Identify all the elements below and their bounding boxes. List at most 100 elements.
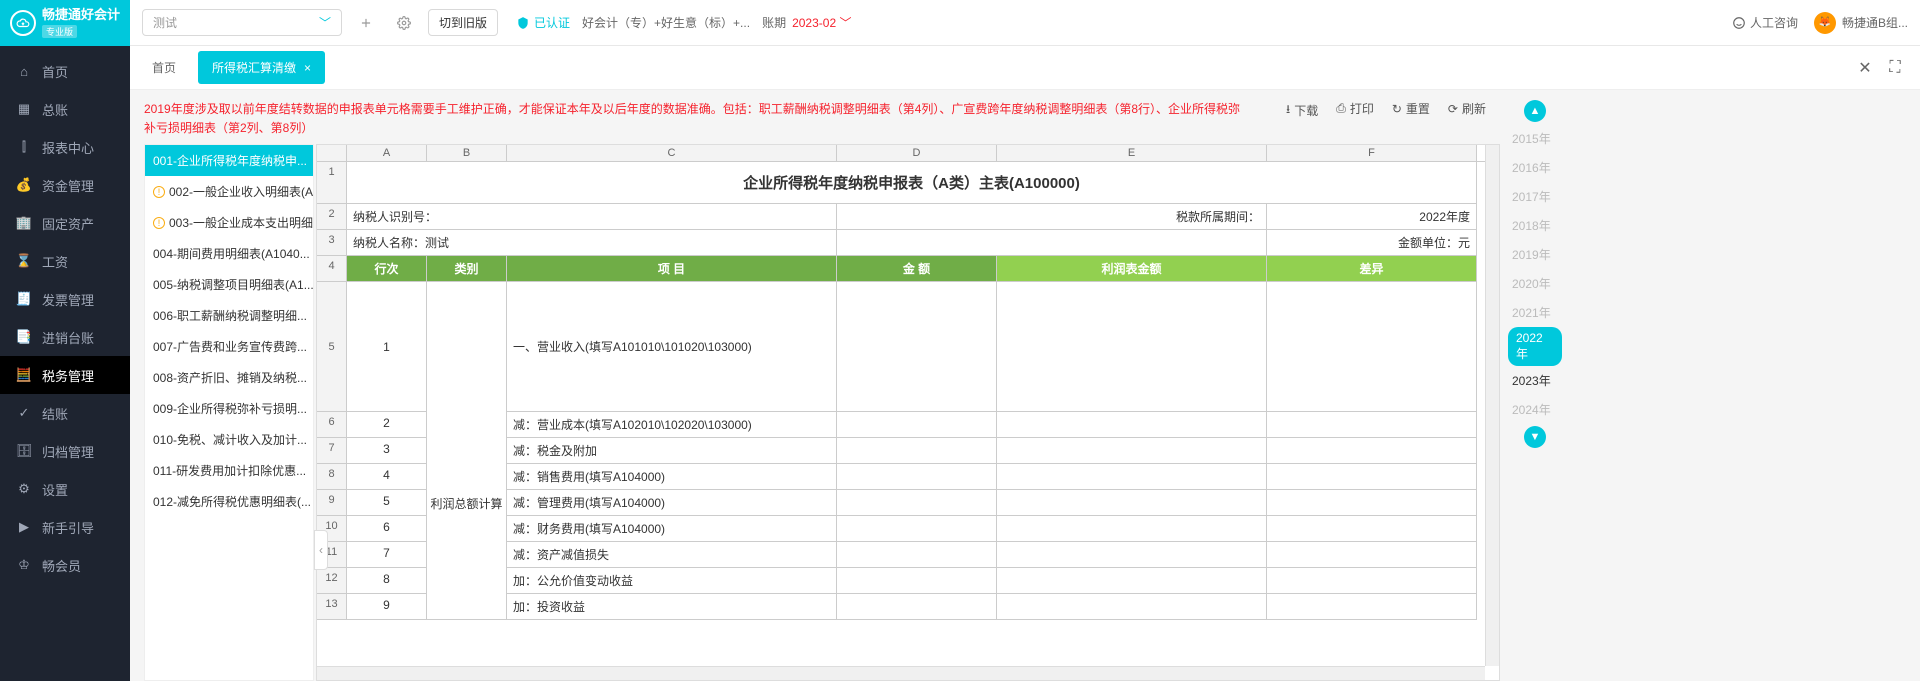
row-number: 5 — [347, 490, 427, 516]
old-version-button[interactable]: 切到旧版 — [428, 9, 498, 36]
year-down-icon[interactable]: ▼ — [1524, 426, 1546, 448]
close-all-icon[interactable]: ✕ — [1850, 53, 1880, 83]
add-button[interactable] — [352, 9, 380, 37]
scrollbar-horizontal[interactable] — [317, 666, 1485, 680]
company-dropdown[interactable]: 测试 ﹀ — [142, 9, 342, 36]
year-item[interactable]: 2019年 — [1508, 240, 1562, 269]
form-list-item[interactable]: 010-免税、减计收入及加计... — [145, 424, 313, 455]
nav-icon: 🏢 — [16, 215, 32, 231]
close-icon[interactable]: × — [304, 61, 311, 75]
category-cell: 利润总额计算 — [427, 490, 507, 516]
col-header[interactable]: C — [507, 145, 837, 161]
chevron-down-icon: ﹀ — [319, 14, 331, 31]
form-list-item[interactable]: 011-研发费用加计扣除优惠... — [145, 455, 313, 486]
reset-button[interactable]: ↻重置 — [1392, 100, 1430, 117]
topbar: 测试 ﹀ 切到旧版 已认证 好会计（专）+好生意（标）+... 账期 2023-… — [130, 0, 1920, 46]
sidebar-item[interactable]: 🧮税务管理 — [0, 356, 130, 394]
sidebar-item[interactable]: ♔畅会员 — [0, 546, 130, 584]
sidebar-item[interactable]: 💰资金管理 — [0, 166, 130, 204]
form-list-item[interactable]: 005-纳税调整项目明细表(A1... — [145, 269, 313, 300]
item-cell[interactable]: 减：营业成本(填写A102010\102020\103000) — [507, 412, 837, 438]
header-amount: 金 额 — [837, 256, 997, 282]
tab-active[interactable]: 所得税汇算清缴 × — [198, 51, 325, 84]
scrollbar-vertical[interactable] — [1485, 145, 1499, 666]
nav: ⌂首页▦总账⫿报表中心💰资金管理🏢固定资产⌛工资🧾发票管理📑进销台账🧮税务管理✓… — [0, 46, 130, 681]
year-item[interactable]: 2015年 — [1508, 124, 1562, 153]
item-cell[interactable]: 减：管理费用(填写A104000) — [507, 490, 837, 516]
user-menu[interactable]: 🦊 畅捷通B组... — [1814, 12, 1908, 34]
header-profit: 利润表金额 — [997, 256, 1267, 282]
form-list-item[interactable]: 004-期间费用明细表(A1040... — [145, 238, 313, 269]
category-cell — [427, 438, 507, 464]
year-item[interactable]: 2020年 — [1508, 269, 1562, 298]
plan-text: 好会计（专）+好生意（标）+... — [582, 14, 750, 31]
gear-icon[interactable] — [390, 9, 418, 37]
support-link[interactable]: 人工咨询 — [1732, 14, 1798, 31]
warning-icon: ! — [153, 186, 165, 198]
sidebar-item[interactable]: ⫿报表中心 — [0, 128, 130, 166]
year-item[interactable]: 2016年 — [1508, 153, 1562, 182]
tab-home[interactable]: 首页 — [144, 59, 184, 76]
logo[interactable]: 畅捷通好会计 专业版 — [0, 0, 130, 46]
period-value: 2022年度 — [1267, 204, 1477, 230]
col-header[interactable]: F — [1267, 145, 1477, 161]
item-cell[interactable]: 加：公允价值变动收益 — [507, 568, 837, 594]
nav-icon: 📑 — [16, 329, 32, 345]
nav-icon: ⫿ — [16, 139, 32, 155]
form-list-item[interactable]: !002-一般企业收入明细表(A1... — [145, 176, 313, 207]
sidebar-item[interactable]: ▶新手引导 — [0, 508, 130, 546]
form-list-item[interactable]: 009-企业所得税弥补亏损明... — [145, 393, 313, 424]
row-number: 9 — [347, 594, 427, 620]
col-header[interactable]: E — [997, 145, 1267, 161]
year-item[interactable]: 2017年 — [1508, 182, 1562, 211]
sidebar-item[interactable]: ✓结账 — [0, 394, 130, 432]
item-cell[interactable]: 减：财务费用(填写A104000) — [507, 516, 837, 542]
col-header[interactable]: B — [427, 145, 507, 161]
collapse-handle[interactable]: ‹ — [314, 530, 328, 570]
year-up-icon[interactable]: ▲ — [1524, 100, 1546, 122]
header-cat: 类别 — [427, 256, 507, 282]
sidebar-item[interactable]: ▦总账 — [0, 90, 130, 128]
sidebar-item[interactable]: 🧾发票管理 — [0, 280, 130, 318]
sidebar-item[interactable]: ⌛工资 — [0, 242, 130, 280]
taxpayer-id-label: 纳税人识别号： — [347, 204, 837, 230]
spreadsheet[interactable]: A B C D E F 1 企业所得税年度纳税申报表（A类）主表(A100000… — [316, 144, 1500, 681]
category-cell — [427, 282, 507, 412]
category-cell — [427, 464, 507, 490]
form-list-item[interactable]: 001-企业所得税年度纳税申... — [145, 145, 313, 176]
col-header[interactable]: A — [347, 145, 427, 161]
year-item[interactable]: 2022年 — [1508, 327, 1562, 366]
expand-icon[interactable]: ⛶ — [1880, 53, 1910, 83]
year-item[interactable]: 2021年 — [1508, 298, 1562, 327]
col-header[interactable]: D — [837, 145, 997, 161]
row-number: 4 — [347, 464, 427, 490]
download-button[interactable]: ⭳下载 — [1286, 100, 1318, 121]
row-number: 6 — [347, 516, 427, 542]
year-item[interactable]: 2024年 — [1508, 395, 1562, 424]
print-button[interactable]: ⎙打印 — [1336, 100, 1374, 117]
item-cell[interactable]: 减：销售费用(填写A104000) — [507, 464, 837, 490]
brand-name: 畅捷通好会计 — [42, 8, 120, 22]
refresh-button[interactable]: ⟳刷新 — [1448, 100, 1486, 117]
item-cell[interactable]: 加：投资收益 — [507, 594, 837, 620]
form-list-item[interactable]: 006-职工薪酬纳税调整明细... — [145, 300, 313, 331]
form-list-item[interactable]: 008-资产折旧、摊销及纳税... — [145, 362, 313, 393]
row-number: 7 — [347, 542, 427, 568]
item-cell[interactable]: 减：资产减值损失 — [507, 542, 837, 568]
year-item[interactable]: 2018年 — [1508, 211, 1562, 240]
sidebar-item[interactable]: 📑进销台账 — [0, 318, 130, 356]
item-cell[interactable]: 减：税金及附加 — [507, 438, 837, 464]
form-list-item[interactable]: 012-减免所得税优惠明细表(... — [145, 486, 313, 517]
sidebar-item[interactable]: 🗄归档管理 — [0, 432, 130, 470]
sidebar-item[interactable]: 🏢固定资产 — [0, 204, 130, 242]
avatar-icon: 🦊 — [1814, 12, 1836, 34]
sidebar-item[interactable]: ⌂首页 — [0, 52, 130, 90]
period-value[interactable]: 2023-02 ﹀ — [792, 14, 851, 31]
form-list-item[interactable]: !003-一般企业成本支出明细... — [145, 207, 313, 238]
year-item[interactable]: 2023年 — [1508, 366, 1562, 395]
form-list-item[interactable]: 007-广告费和业务宣传费跨... — [145, 331, 313, 362]
year-rail: ▲ 2015年2016年2017年2018年2019年2020年2021年202… — [1508, 90, 1562, 681]
item-cell[interactable]: 一、营业收入(填写A101010\101020\103000) — [507, 282, 837, 412]
row-number: 1 — [347, 282, 427, 412]
sidebar-item[interactable]: ⚙设置 — [0, 470, 130, 508]
